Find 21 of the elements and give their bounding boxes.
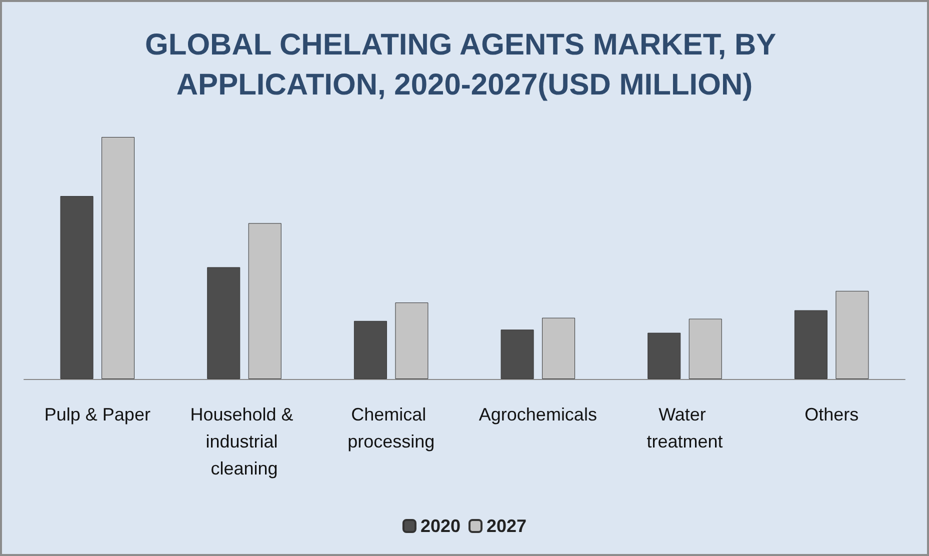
bar [836, 290, 869, 379]
bar [794, 310, 828, 379]
bar [354, 320, 387, 379]
bar [248, 223, 282, 379]
x-tick-label: Agrochemicals [478, 404, 597, 424]
legend-label: 2027 [486, 516, 527, 536]
x-tick-label: Household & industrial cleaning [190, 404, 298, 478]
bar [688, 318, 722, 379]
bar [60, 196, 94, 379]
bar [102, 137, 135, 379]
bar [207, 267, 240, 379]
bar [395, 302, 428, 379]
x-tick-label: Others [804, 404, 859, 424]
x-tick-label: Water treatment [646, 404, 723, 452]
bar [500, 330, 534, 379]
legend-label: 2020 [420, 516, 461, 536]
x-tick-label: Pulp & Paper [44, 404, 150, 424]
bar [648, 332, 681, 379]
bar [542, 318, 576, 379]
chart-title: GLOBAL CHELATING AGENTS MARKET, BY APPLICATION, 2020-2027(USD MILLION) [145, 28, 784, 102]
x-tick-label: Chemical processing [348, 404, 435, 452]
